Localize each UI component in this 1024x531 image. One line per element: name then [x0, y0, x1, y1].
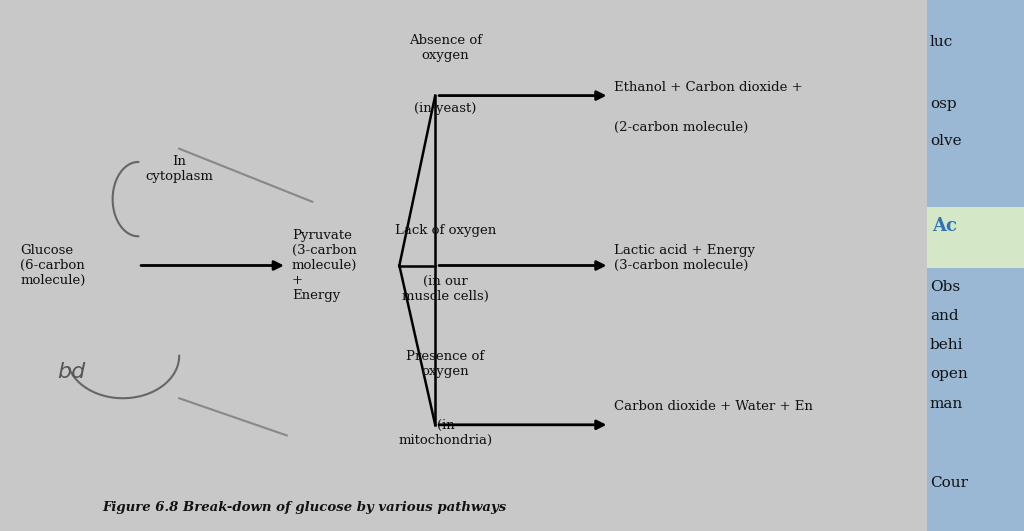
Text: Carbon dioxide + Water + En: Carbon dioxide + Water + En: [614, 400, 813, 413]
Text: Lack of oxygen: Lack of oxygen: [395, 225, 496, 237]
Text: behi: behi: [930, 338, 964, 352]
Text: Cour: Cour: [930, 476, 968, 490]
Text: olve: olve: [930, 134, 962, 148]
Text: Glucose
(6-carbon
molecule): Glucose (6-carbon molecule): [20, 244, 86, 287]
Text: Figure 6.8 Break-down of glucose by various pathways: Figure 6.8 Break-down of glucose by vari…: [102, 501, 507, 513]
Text: Obs: Obs: [930, 280, 959, 294]
Text: bd: bd: [57, 362, 86, 382]
Text: and: and: [930, 309, 958, 323]
Text: (in our
muscle cells): (in our muscle cells): [402, 276, 488, 303]
Text: man: man: [930, 397, 963, 410]
Text: (2-carbon molecule): (2-carbon molecule): [614, 121, 749, 134]
Text: Pyruvate
(3-carbon
molecule)
+
Energy: Pyruvate (3-carbon molecule) + Energy: [292, 229, 357, 302]
Text: Ethanol + Carbon dioxide +: Ethanol + Carbon dioxide +: [614, 81, 803, 94]
Text: osp: osp: [930, 97, 956, 110]
Text: Absence of
oxygen: Absence of oxygen: [409, 34, 482, 62]
Text: Presence of
oxygen: Presence of oxygen: [407, 350, 484, 378]
Text: luc: luc: [930, 36, 953, 49]
Text: Lactic acid + Energy
(3-carbon molecule): Lactic acid + Energy (3-carbon molecule): [614, 244, 756, 271]
Text: (in
mitochondria): (in mitochondria): [398, 419, 493, 447]
Text: (in yeast): (in yeast): [415, 102, 476, 115]
FancyBboxPatch shape: [927, 0, 1024, 531]
Text: open: open: [930, 367, 968, 381]
FancyBboxPatch shape: [927, 207, 1024, 268]
Text: In
cytoplasm: In cytoplasm: [145, 155, 213, 183]
Text: Ac: Ac: [932, 217, 956, 235]
